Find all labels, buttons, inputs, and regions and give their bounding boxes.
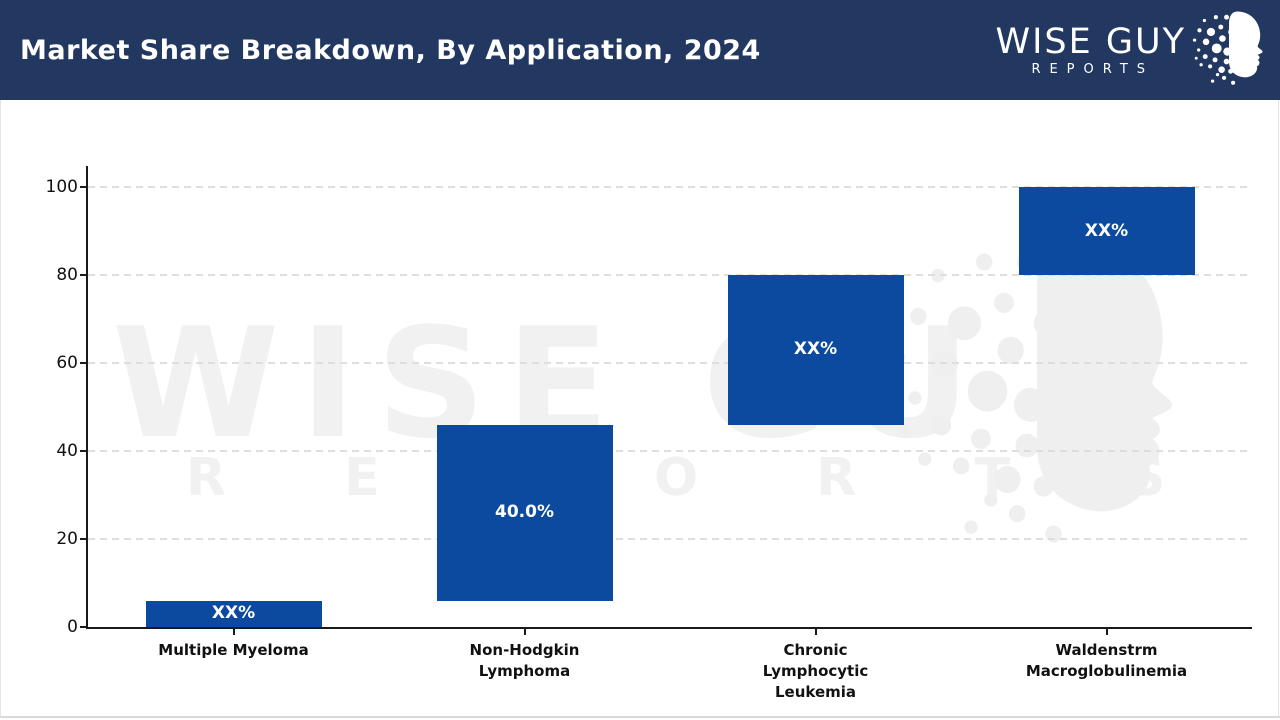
bar-segment: XX% [1018,187,1195,275]
bar-value-label: XX% [793,339,838,360]
bar-segment: XX% [145,600,322,627]
logo-face-icon [1192,11,1263,85]
y-axis-tick-mark [80,538,88,540]
x-axis-line [86,627,1252,629]
x-axis-category-label-line: Lymphocytic [762,662,869,680]
x-axis-category-label-line: Waldenstrm [1055,641,1158,659]
bottom-border [0,716,1280,718]
y-axis-tick-mark [80,186,88,188]
y-axis-tick-label: 40 [56,441,78,461]
logo-text: WISE GUY REPORTS [995,24,1186,77]
x-axis-category-label-line: Multiple Myeloma [158,641,309,659]
bar-value-label: XX% [211,603,256,624]
x-axis-category-label-line: Lymphoma [478,662,571,680]
y-gridline [88,538,1252,540]
x-axis-category-label-line: Leukemia [774,683,857,701]
x-axis-tick-mark [232,629,235,635]
y-gridline [88,274,1252,276]
waterfall-chart: WISE GU R E P O R T S 0 20 40 60 80 100 XX% Mul… [0,100,1280,720]
chart-title: Market Share Breakdown, By Application, … [20,34,761,66]
y-axis-tick-label: 20 [56,529,78,549]
watermark-face-icon [891,238,1173,543]
y-axis-tick-mark [80,450,88,452]
right-border [1278,100,1279,718]
x-axis-category-label: Chronic Lymphocytic Leukemia [671,640,961,703]
y-axis-tick-mark [80,626,88,628]
x-axis-category-label-line: Macroglobulinemia [1025,662,1188,680]
x-axis-category-label-line: Non-Hodgkin [469,641,580,659]
bar-segment: 40.0% [436,424,613,601]
x-axis-tick-mark [523,629,526,635]
y-axis-line [86,166,88,629]
left-border [0,100,1,718]
wise-guy-logo: WISE GUY REPORTS [995,6,1270,94]
y-axis-tick-mark [80,362,88,364]
x-axis-category-label: Non-Hodgkin Lymphoma [380,640,670,682]
y-axis-tick-label: 80 [56,265,78,285]
y-axis-tick-label: 0 [67,617,78,637]
bar-value-label: XX% [1084,220,1129,241]
y-gridline [88,186,1252,188]
x-axis-tick-mark [1105,629,1108,635]
logo-reports-text: REPORTS [1031,61,1155,77]
y-axis-tick-label: 60 [56,353,78,373]
x-axis-category-label-line: Chronic [783,641,848,659]
y-axis-tick-mark [80,274,88,276]
x-axis-category-label: Multiple Myeloma [89,640,379,661]
x-axis-category-label: Waldenstrm Macroglobulinemia [962,640,1252,682]
x-axis-tick-mark [814,629,817,635]
bar-value-label: 40.0% [495,502,554,523]
y-gridline [88,450,1252,452]
bar-segment: XX% [727,275,904,425]
header-bar: Market Share Breakdown, By Application, … [0,0,1280,100]
y-gridline [88,362,1252,364]
y-axis-tick-label: 100 [45,177,78,197]
logo-wiseguy-text: WISE GUY [995,21,1186,62]
